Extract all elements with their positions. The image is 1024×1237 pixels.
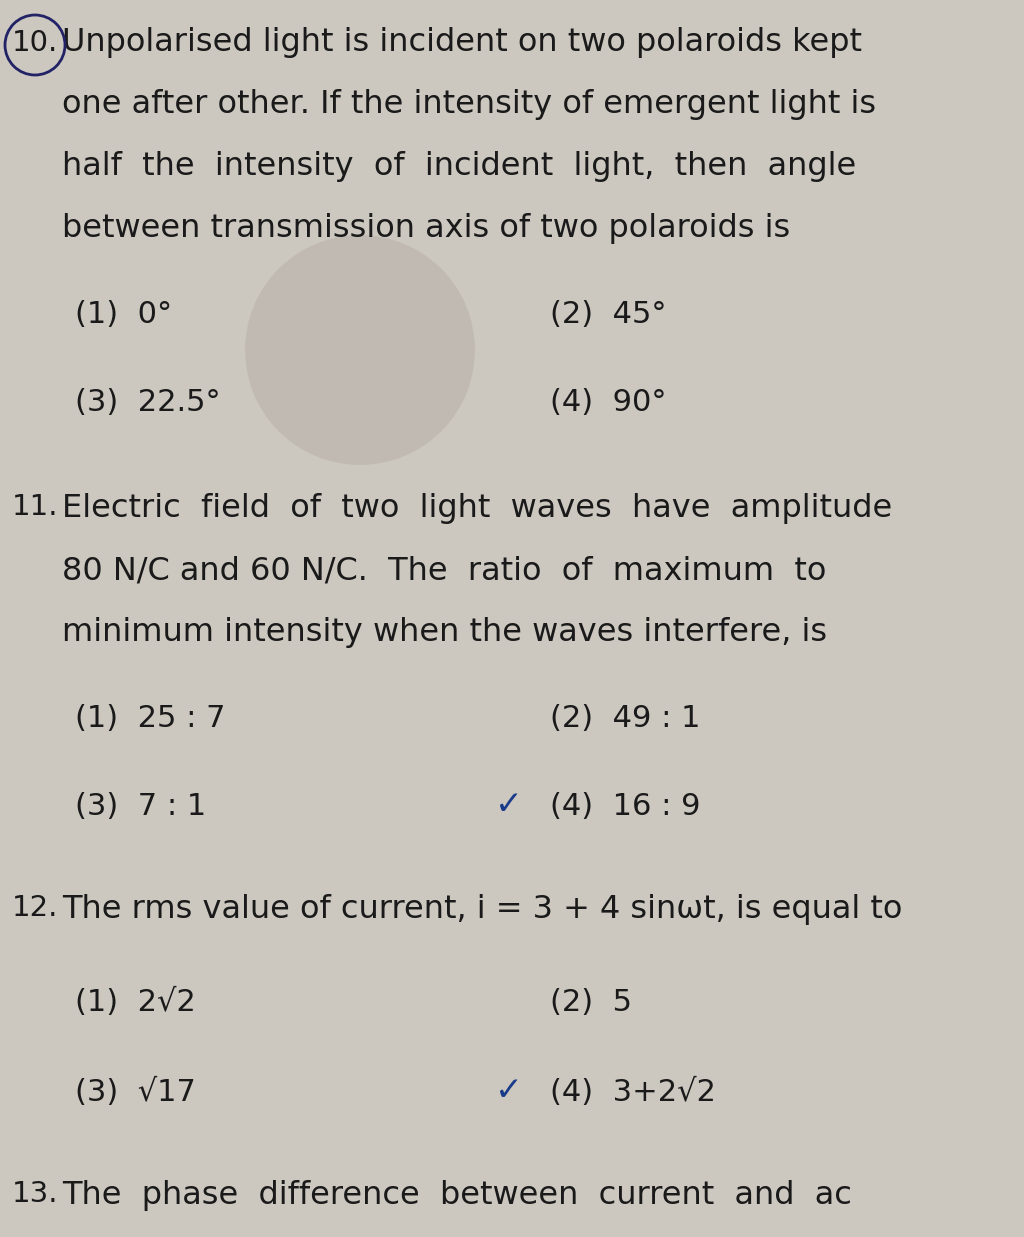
Text: 12.: 12. bbox=[12, 894, 58, 922]
Text: minimum intensity when the waves interfere, is: minimum intensity when the waves interfe… bbox=[62, 617, 827, 648]
Text: (4)  16 : 9: (4) 16 : 9 bbox=[550, 792, 700, 821]
Text: (3)  √17: (3) √17 bbox=[75, 1077, 196, 1107]
Text: 13.: 13. bbox=[12, 1180, 58, 1209]
Text: ✓: ✓ bbox=[495, 1074, 523, 1107]
Text: (2)  45°: (2) 45° bbox=[550, 301, 667, 329]
Text: 11.: 11. bbox=[12, 494, 58, 521]
Text: The rms value of current, i = 3 + 4 sinωt, is equal to: The rms value of current, i = 3 + 4 sinω… bbox=[62, 894, 902, 925]
Text: Unpolarised light is incident on two polaroids kept: Unpolarised light is incident on two pol… bbox=[62, 27, 862, 58]
Circle shape bbox=[245, 235, 475, 465]
Text: The  phase  difference  between  current  and  ac: The phase difference between current and… bbox=[62, 1180, 852, 1211]
Text: (2)  5: (2) 5 bbox=[550, 988, 632, 1017]
Text: half  the  intensity  of  incident  light,  then  angle: half the intensity of incident light, th… bbox=[62, 151, 856, 182]
Text: (1)  25 : 7: (1) 25 : 7 bbox=[75, 704, 225, 734]
Text: (2)  49 : 1: (2) 49 : 1 bbox=[550, 704, 700, 734]
Text: 10.: 10. bbox=[12, 28, 58, 57]
Text: 80 N/C and 60 N/C.  The  ratio  of  maximum  to: 80 N/C and 60 N/C. The ratio of maximum … bbox=[62, 555, 826, 586]
Text: (4)  90°: (4) 90° bbox=[550, 388, 667, 417]
Text: (3)  22.5°: (3) 22.5° bbox=[75, 388, 220, 417]
Text: Electric  field  of  two  light  waves  have  amplitude: Electric field of two light waves have a… bbox=[62, 494, 892, 524]
Text: (1)  0°: (1) 0° bbox=[75, 301, 172, 329]
Text: (1)  2√2: (1) 2√2 bbox=[75, 988, 196, 1017]
Text: one after other. If the intensity of emergent light is: one after other. If the intensity of eme… bbox=[62, 89, 877, 120]
Text: (3)  7 : 1: (3) 7 : 1 bbox=[75, 792, 206, 821]
Text: (4)  3+2√2: (4) 3+2√2 bbox=[550, 1077, 716, 1107]
Text: ✓: ✓ bbox=[495, 788, 523, 821]
Text: between transmission axis of two polaroids is: between transmission axis of two polaroi… bbox=[62, 213, 791, 244]
